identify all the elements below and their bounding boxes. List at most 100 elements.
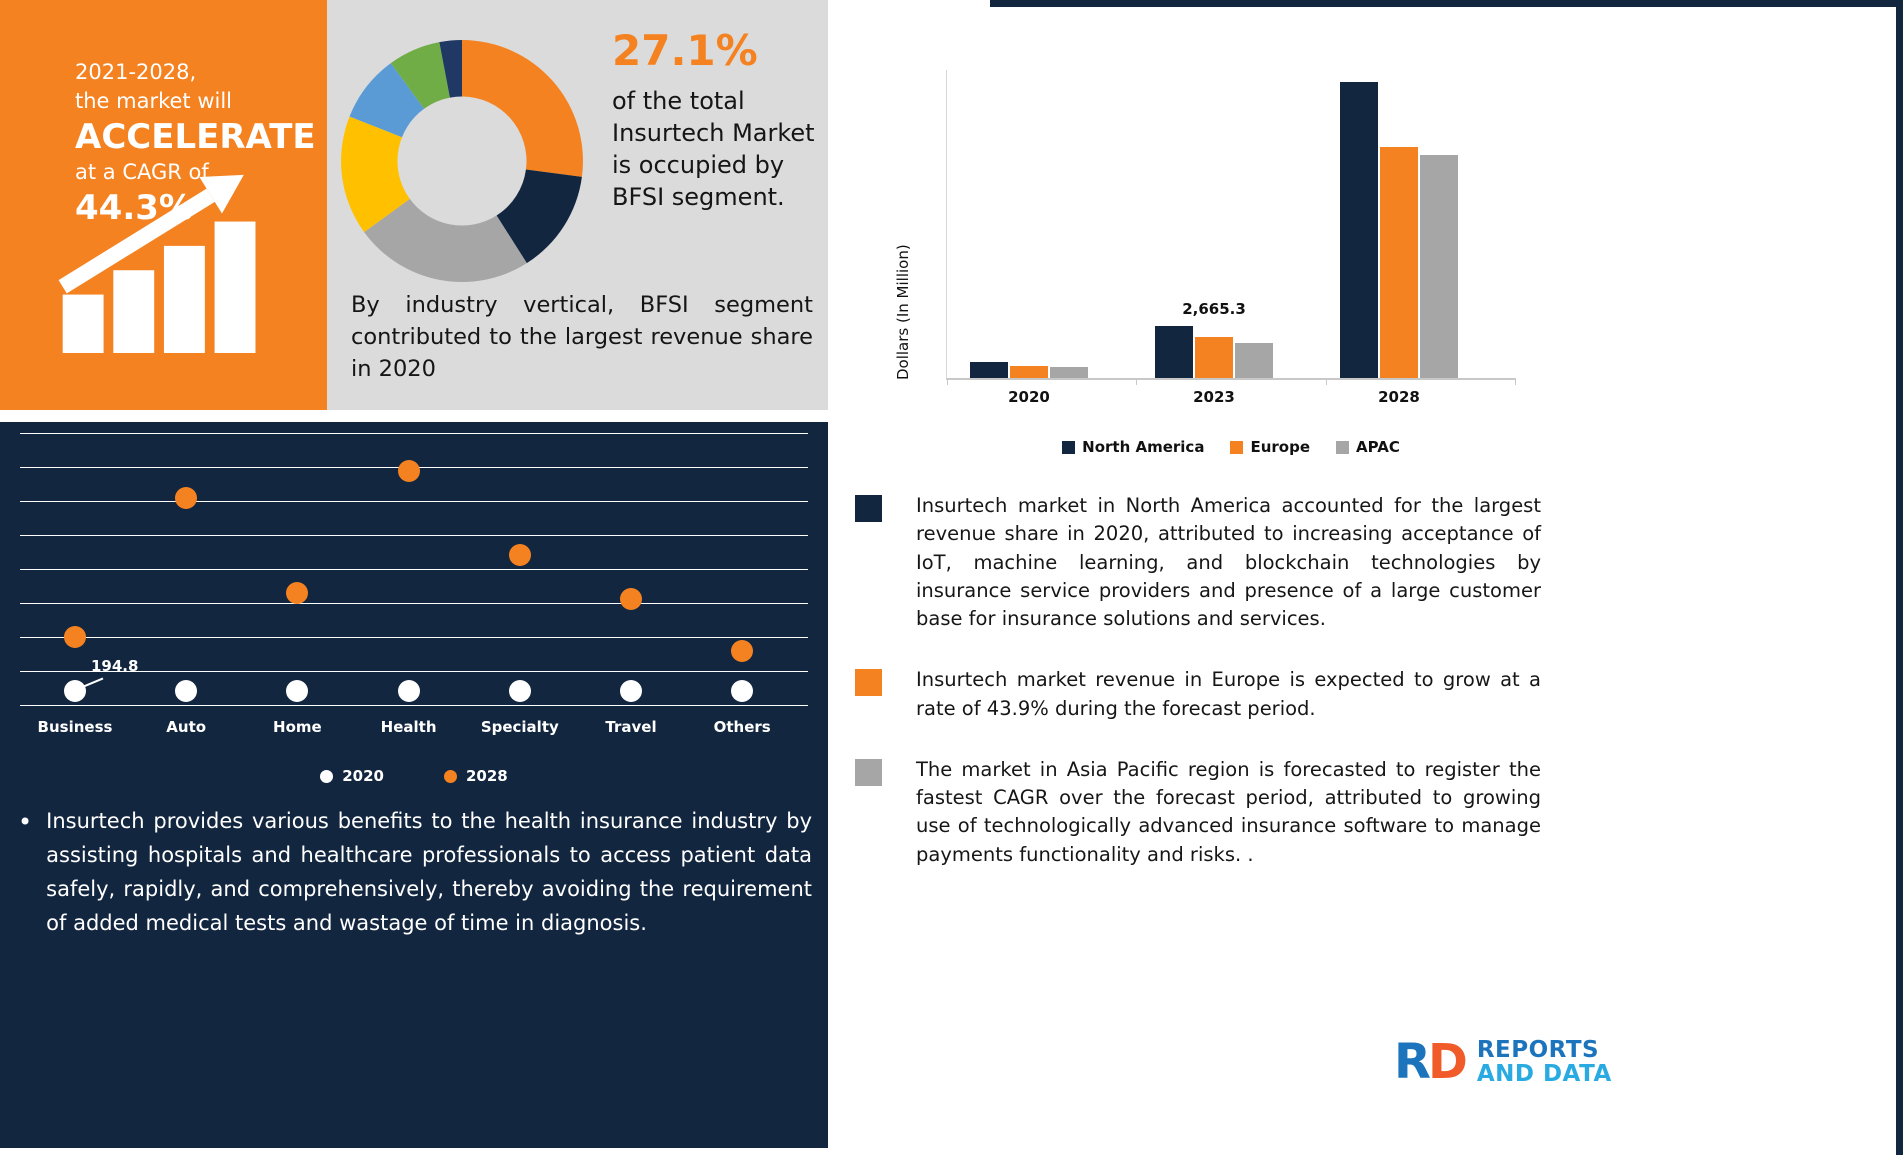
dot-2020-specialty <box>508 680 531 703</box>
category-label-auto: Auto <box>166 718 207 736</box>
region-bullet-text-1: Insurtech market in North America accoun… <box>916 494 1541 631</box>
y-axis-label: Dollars (In Million) <box>894 244 912 380</box>
bfsi-footnote: By industry vertical, BFSI segment contr… <box>351 292 813 382</box>
regional-bar-chart: Dollars (In Million) 2020 2023 2028 2,665.3… <box>888 30 1528 470</box>
logo-letter-r: R <box>1394 1034 1431 1091</box>
axis-tick <box>947 378 948 385</box>
dot-plot-gridline <box>20 671 808 672</box>
dot-legend-label: 2020 <box>342 767 384 785</box>
legend-label: Europe <box>1250 438 1310 456</box>
dot-2028-specialty <box>508 544 531 567</box>
dot-2028-business <box>64 626 86 648</box>
bfsi-highlight-box: 27.1% of the total Insurtech Market is o… <box>327 0 828 410</box>
dot-plot-gridline <box>20 637 808 638</box>
dot-2020-others <box>731 680 754 703</box>
bar-x-label-2020: 2020 <box>1008 388 1050 406</box>
regional-panel: Dollars (In Million) 2020 2023 2028 2,665.3… <box>828 0 1903 1155</box>
dot-plot-gridline <box>20 705 808 706</box>
bullet-square-3 <box>855 758 882 786</box>
legend-label: North America <box>1082 438 1205 456</box>
rd-logo-icon: RD <box>1394 1038 1468 1086</box>
top-border-accent <box>990 0 1903 7</box>
cagr-of-text: at a CAGR of <box>75 160 209 185</box>
region-bullet-list: Insurtech market in North America accoun… <box>855 492 1541 902</box>
legend-swatch <box>1062 440 1076 454</box>
region-bullet-3: The market in Asia Pacific region is for… <box>855 756 1541 869</box>
bar-2028-europe <box>1380 147 1418 378</box>
bar-2020-apac <box>1050 366 1088 378</box>
dot-legend-label: 2028 <box>466 767 508 785</box>
donut-slice-segment-2 <box>496 169 582 264</box>
region-bullet-2: Insurtech market revenue in Europe is ex… <box>855 666 1541 723</box>
category-label-business: Business <box>37 718 113 736</box>
bfsi-share-caption: of the total Insurtech Market is occupie… <box>612 87 815 211</box>
category-label-health: Health <box>380 718 437 736</box>
dot-legend-swatch <box>444 769 457 783</box>
donut-slice-BFSI <box>462 40 583 177</box>
dot-2028-home <box>286 582 309 605</box>
dot-legend-item-2028: 2028 <box>444 767 508 785</box>
axis-tick <box>1515 378 1516 385</box>
dot-legend-item-2020: 2020 <box>320 767 384 785</box>
legend-label: APAC <box>1356 438 1400 456</box>
bar-2028-apac <box>1420 155 1458 378</box>
donut-slice-segment-7 <box>439 40 462 98</box>
category-label-others: Others <box>713 718 771 736</box>
dot-plot-gridline <box>20 569 808 570</box>
region-bullet-text-3: The market in Asia Pacific region is for… <box>916 757 1541 866</box>
industry-vertical-donut-chart <box>341 40 583 282</box>
category-label-travel: Travel <box>605 718 657 736</box>
cagr-highlight-box: 2021-2028, the market will ACCELERATE at… <box>0 0 327 410</box>
dot-2028-others <box>731 639 754 662</box>
dot-2020-home <box>286 680 309 703</box>
bar-2020-north-america <box>970 361 1008 378</box>
health-benefit-bullet: • Insurtech provides various benefits to… <box>18 804 812 940</box>
donut-slice-segment-4 <box>341 116 410 233</box>
legend-swatch <box>1230 440 1244 454</box>
dot-2028-travel <box>620 587 642 610</box>
bullet-marker: • <box>18 808 33 836</box>
donut-slice-segment-6 <box>390 42 450 109</box>
dot-2028-auto <box>175 487 198 510</box>
bar-2028-north-america <box>1340 81 1378 378</box>
dot-plot-gridline <box>20 433 808 434</box>
market-will-text: the market will <box>75 88 233 113</box>
axis-tick <box>1326 378 1327 385</box>
dot-plot-gridline <box>20 535 808 536</box>
bar-value-label: 2,665.3 <box>1182 300 1246 319</box>
dot-annotation: 194.8 <box>91 657 139 676</box>
dot-plot-gridline <box>20 603 808 604</box>
bfsi-share-value: 27.1% <box>612 26 758 75</box>
dot-2020-auto <box>175 680 198 703</box>
logo-text-reports: REPORTS <box>1476 1037 1600 1063</box>
region-bullet-1: Insurtech market in North America accoun… <box>855 492 1541 633</box>
dot-2020-travel <box>620 680 642 703</box>
dot-2020-health <box>397 680 420 703</box>
health-benefit-text: Insurtech provides various benefits to t… <box>46 809 812 936</box>
segment-panel: Business Auto Home Health Specialty Travel Oth… <box>0 422 828 1148</box>
bar-2023-apac <box>1235 342 1273 378</box>
logo-text: REPORTS AND DATA <box>1477 1038 1612 1086</box>
dot-2028-health <box>397 460 420 483</box>
bar-x-label-2028: 2028 <box>1378 388 1420 406</box>
axis-tick <box>1136 378 1137 385</box>
bullet-square-2 <box>855 669 882 697</box>
cagr-text-block: 2021-2028, the market will ACCELERATE at… <box>75 58 316 230</box>
dot-legend-swatch <box>320 769 334 783</box>
bar-plot-area: 2020 2023 2028 2,665.3 <box>946 70 1516 406</box>
segment-dot-plot: Business Auto Home Health Specialty Travel Oth… <box>20 430 808 740</box>
growth-bars-arrow-icon <box>58 174 256 353</box>
donut-slice-segment-3 <box>364 198 527 282</box>
logo-letter-d: D <box>1427 1034 1468 1091</box>
logo-text-and-data: AND DATA <box>1476 1061 1612 1088</box>
legend-swatch <box>1336 440 1349 454</box>
reports-and-data-logo: RD REPORTS AND DATA <box>1394 1038 1612 1086</box>
bar-chart-legend: North America Europe APAC <box>946 438 1516 456</box>
dot-plot-legend: 2020 2028 <box>0 767 828 785</box>
right-border-accent <box>1896 0 1903 1155</box>
dot-plot-gridline <box>20 501 808 502</box>
bar-2023-north-america <box>1155 326 1193 378</box>
region-bullet-text-2: Insurtech market revenue in Europe is ex… <box>916 668 1541 720</box>
legend-item-north-america: North America <box>1062 438 1204 456</box>
period-text: 2021-2028, <box>75 60 197 84</box>
